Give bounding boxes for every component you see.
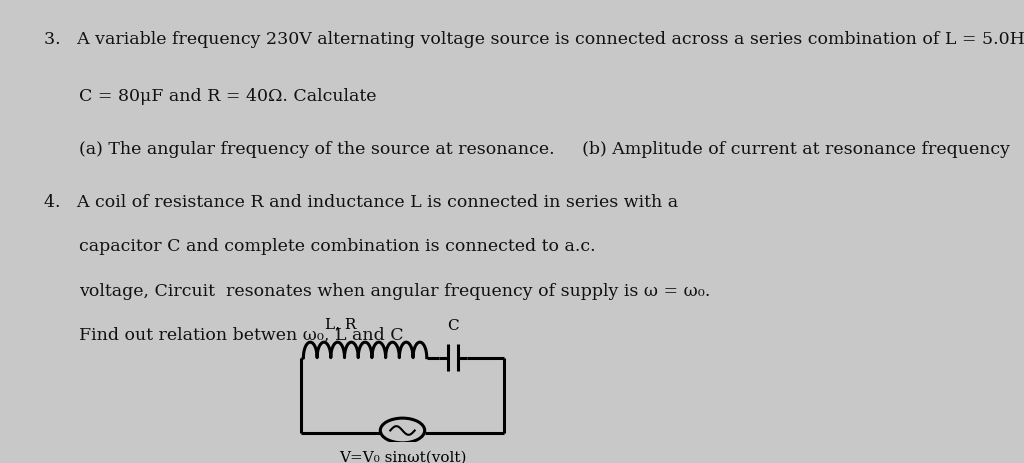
Text: 4.   A coil of resistance R and inductance L is connected in series with a: 4. A coil of resistance R and inductance… <box>44 194 678 211</box>
Text: C = 80μF and R = 40Ω. Calculate: C = 80μF and R = 40Ω. Calculate <box>79 88 377 105</box>
Text: C: C <box>447 319 459 333</box>
Text: V=V₀ sinωt(volt): V=V₀ sinωt(volt) <box>339 451 466 463</box>
Text: (a) The angular frequency of the source at resonance.     (b) Amplitude of curre: (a) The angular frequency of the source … <box>79 141 1011 158</box>
Text: voltage, Circuit  resonates when angular frequency of supply is ω = ω₀.: voltage, Circuit resonates when angular … <box>79 282 711 300</box>
Text: L, R: L, R <box>325 317 356 331</box>
Text: 3.   A variable frequency 230V alternating voltage source is connected across a : 3. A variable frequency 230V alternating… <box>44 31 1024 48</box>
Text: capacitor C and complete combination is connected to a.c.: capacitor C and complete combination is … <box>79 238 596 256</box>
Text: Find out relation betwen ω₀, L and C: Find out relation betwen ω₀, L and C <box>79 327 403 344</box>
